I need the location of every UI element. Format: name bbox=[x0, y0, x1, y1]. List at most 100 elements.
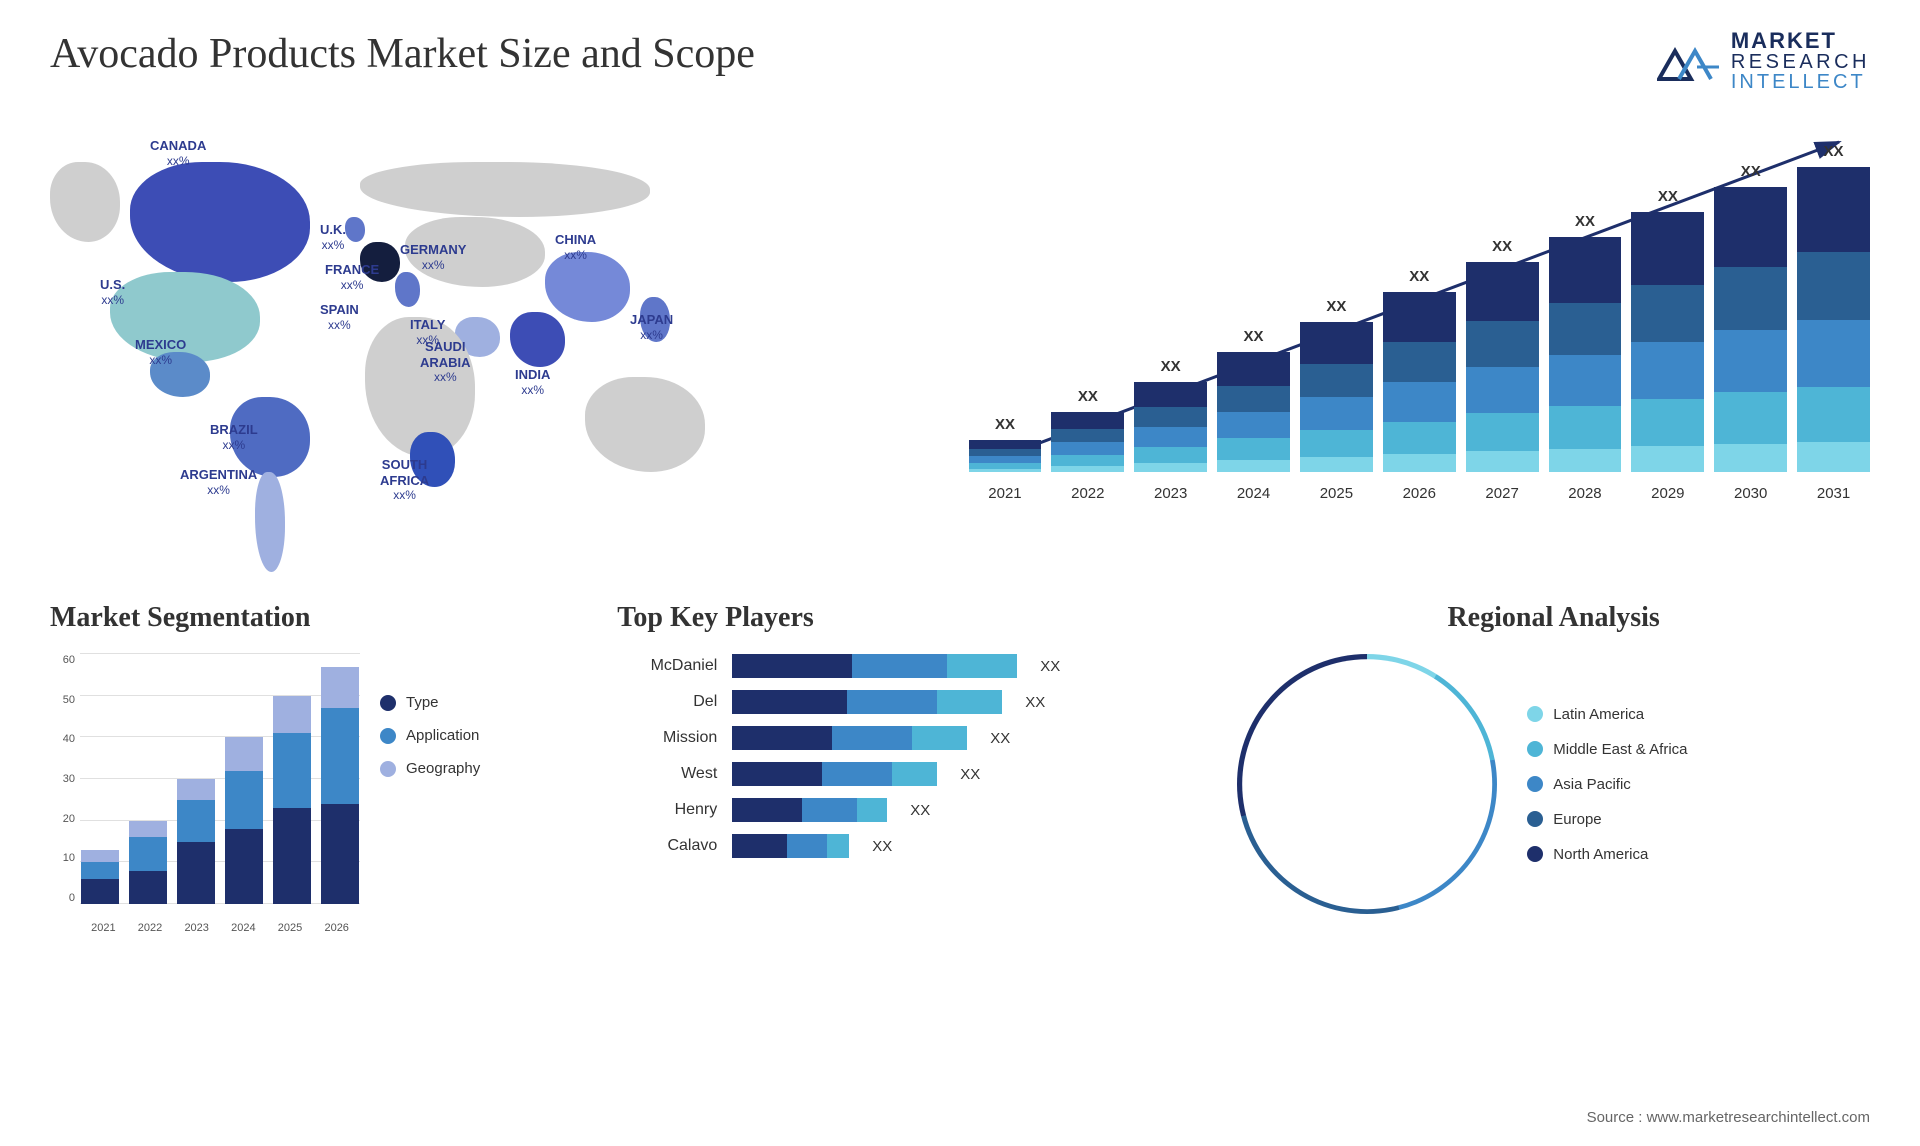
map-label: SOUTHAFRICAxx% bbox=[380, 457, 429, 503]
legend-item: Application bbox=[380, 727, 480, 744]
bar-value-label: XX bbox=[1797, 143, 1870, 160]
bar-value-label: XX bbox=[1631, 188, 1704, 205]
bar-value-label: XX bbox=[969, 416, 1042, 433]
key-player-row: DelXX bbox=[617, 690, 1197, 714]
key-player-bar bbox=[732, 798, 887, 822]
map-label: BRAZILxx% bbox=[210, 422, 258, 452]
regional-legend: Latin AmericaMiddle East & AfricaAsia Pa… bbox=[1527, 706, 1687, 863]
map-region bbox=[130, 162, 310, 282]
map-region bbox=[345, 217, 365, 242]
map-region bbox=[510, 312, 565, 367]
legend-item: Middle East & Africa bbox=[1527, 741, 1687, 758]
logo-icon bbox=[1657, 37, 1721, 85]
y-axis-tick: 10 bbox=[50, 852, 75, 864]
key-player-row: West XX bbox=[617, 762, 1197, 786]
key-player-bar bbox=[732, 726, 967, 750]
y-axis-tick: 40 bbox=[50, 733, 75, 745]
legend-item: Geography bbox=[380, 760, 480, 777]
market-size-bar: XX bbox=[1466, 262, 1539, 472]
market-size-bar: XX bbox=[1217, 352, 1290, 472]
legend-item: Type bbox=[380, 694, 480, 711]
x-axis-label: 2026 bbox=[1383, 485, 1456, 502]
page-title: Avocado Products Market Size and Scope bbox=[50, 30, 755, 78]
segmentation-bar bbox=[81, 850, 119, 904]
x-axis-label: 2023 bbox=[1134, 485, 1207, 502]
segmentation-chart: 0102030405060 202120222023202420252026 T… bbox=[50, 654, 577, 934]
section-title: Market Segmentation bbox=[50, 602, 577, 634]
x-axis-label: 2024 bbox=[220, 922, 267, 934]
key-player-name: Mission bbox=[617, 729, 717, 747]
key-player-value: XX bbox=[872, 838, 892, 855]
logo-line3: INTELLECT bbox=[1731, 72, 1870, 92]
x-axis-label: 2025 bbox=[267, 922, 314, 934]
map-label: JAPANxx% bbox=[630, 312, 673, 342]
market-size-bar: XX bbox=[969, 440, 1042, 472]
x-axis-label: 2024 bbox=[1217, 485, 1290, 502]
brand-logo: MARKET RESEARCH INTELLECT bbox=[1657, 30, 1870, 92]
map-region bbox=[585, 377, 705, 472]
map-label: GERMANYxx% bbox=[400, 242, 466, 272]
y-axis-tick: 0 bbox=[50, 892, 75, 904]
section-title: Regional Analysis bbox=[1237, 602, 1870, 634]
y-axis-tick: 60 bbox=[50, 654, 75, 666]
segmentation-bar bbox=[225, 737, 263, 904]
key-player-value: XX bbox=[990, 730, 1010, 747]
segmentation-bar bbox=[177, 779, 215, 904]
x-axis-label: 2023 bbox=[173, 922, 220, 934]
map-region bbox=[360, 162, 650, 217]
x-axis-label: 2027 bbox=[1466, 485, 1539, 502]
bar-value-label: XX bbox=[1134, 358, 1207, 375]
segmentation-section: Market Segmentation 0102030405060 202120… bbox=[50, 602, 577, 934]
legend-item: Asia Pacific bbox=[1527, 776, 1687, 793]
map-region bbox=[395, 272, 420, 307]
x-axis-label: 2026 bbox=[313, 922, 360, 934]
donut-chart bbox=[1237, 654, 1497, 914]
key-player-name: West bbox=[617, 765, 717, 783]
map-label: CANADAxx% bbox=[150, 138, 206, 168]
bottom-row: Market Segmentation 0102030405060 202120… bbox=[50, 602, 1870, 934]
market-size-bar: XX bbox=[1714, 187, 1787, 472]
map-region bbox=[50, 162, 120, 242]
key-player-bar bbox=[732, 654, 1017, 678]
section-title: Top Key Players bbox=[617, 602, 1197, 634]
map-label: FRANCExx% bbox=[325, 262, 379, 292]
world-map: CANADAxx%U.S.xx%MEXICOxx%BRAZILxx%ARGENT… bbox=[50, 122, 909, 562]
segmentation-bar bbox=[321, 667, 359, 904]
map-label: SPAINxx% bbox=[320, 302, 359, 332]
market-size-bar: XX bbox=[1631, 212, 1704, 472]
map-region bbox=[545, 252, 630, 322]
regional-section: Regional Analysis Latin AmericaMiddle Ea… bbox=[1237, 602, 1870, 934]
x-axis-label: 2029 bbox=[1631, 485, 1704, 502]
bar-value-label: XX bbox=[1466, 238, 1539, 255]
key-player-name: Henry bbox=[617, 801, 717, 819]
bar-value-label: XX bbox=[1217, 328, 1290, 345]
market-size-bar: XX bbox=[1383, 292, 1456, 472]
segmentation-bar bbox=[273, 696, 311, 904]
bar-value-label: XX bbox=[1051, 388, 1124, 405]
map-label: ARGENTINAxx% bbox=[180, 467, 257, 497]
y-axis-tick: 50 bbox=[50, 694, 75, 706]
legend-item: North America bbox=[1527, 846, 1687, 863]
key-player-value: XX bbox=[960, 766, 980, 783]
regional-chart: Latin AmericaMiddle East & AfricaAsia Pa… bbox=[1237, 654, 1870, 914]
y-axis-tick: 30 bbox=[50, 773, 75, 785]
key-player-bar bbox=[732, 690, 1002, 714]
donut bbox=[1237, 654, 1497, 914]
market-size-bar: XX bbox=[1549, 237, 1622, 472]
header: Avocado Products Market Size and Scope M… bbox=[50, 30, 1870, 92]
x-axis-label: 2022 bbox=[127, 922, 174, 934]
key-player-bar bbox=[732, 834, 849, 858]
key-player-row: HenryXX bbox=[617, 798, 1197, 822]
market-size-bar: XX bbox=[1051, 412, 1124, 472]
market-size-chart: XXXXXXXXXXXXXXXXXXXXXX 20212022202320242… bbox=[969, 122, 1870, 562]
map-region bbox=[255, 472, 285, 572]
key-players-section: Top Key Players McDanielXXDelXXMissionXX… bbox=[617, 602, 1197, 934]
top-row: CANADAxx%U.S.xx%MEXICOxx%BRAZILxx%ARGENT… bbox=[50, 122, 1870, 562]
y-axis-tick: 20 bbox=[50, 813, 75, 825]
bar-value-label: XX bbox=[1549, 213, 1622, 230]
map-label: U.K.xx% bbox=[320, 222, 346, 252]
key-player-row: CalavoXX bbox=[617, 834, 1197, 858]
market-size-bar: XX bbox=[1797, 167, 1870, 472]
x-axis-label: 2030 bbox=[1714, 485, 1787, 502]
market-size-bar: XX bbox=[1134, 382, 1207, 472]
